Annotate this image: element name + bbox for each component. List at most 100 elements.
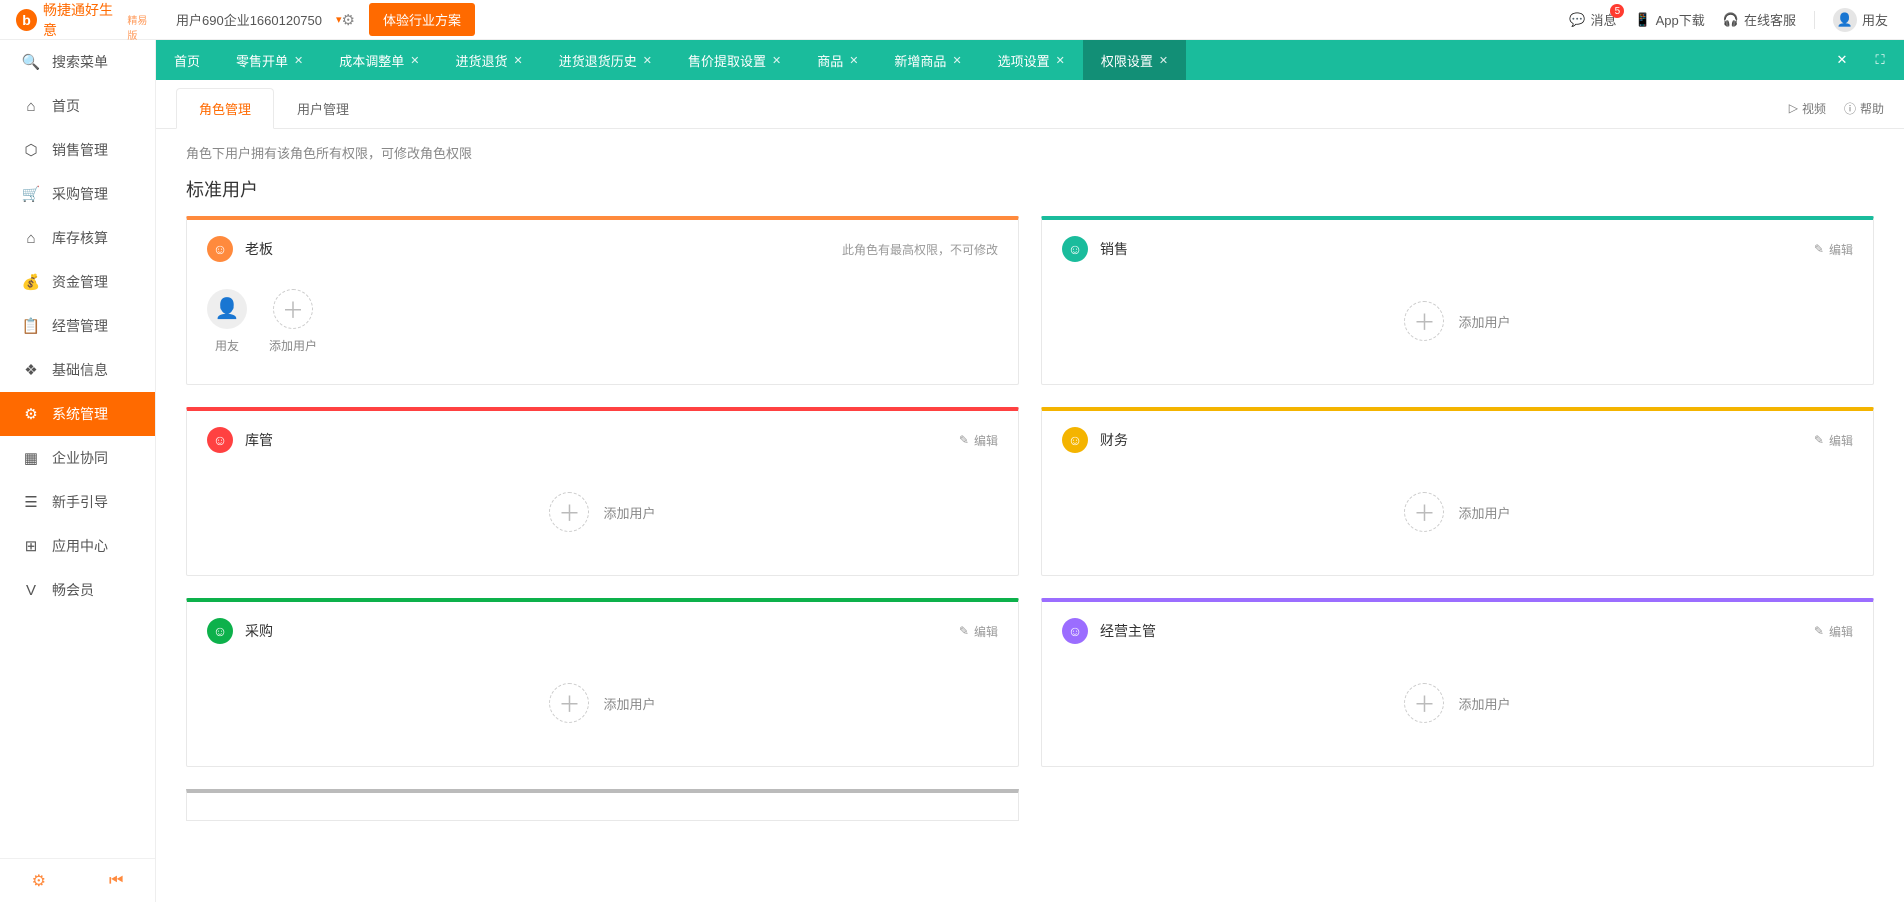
tab-7[interactable]: 新增商品✕	[876, 40, 979, 80]
add-user-label: 添加用户	[269, 337, 317, 354]
edit-role-button[interactable]: ✎编辑	[1814, 241, 1853, 258]
sidebar-item-0[interactable]: 🔍搜索菜单	[0, 40, 155, 84]
settings-icon[interactable]: ⚙	[32, 871, 46, 891]
edit-role-button[interactable]: ✎编辑	[959, 432, 998, 449]
role-card-3: ☺财务✎编辑 ＋添加用户	[1041, 407, 1874, 576]
role-card-5: ☺ 经营主管 ✎编辑 ＋添加用户	[1041, 598, 1874, 767]
role-name: 老板	[245, 239, 273, 259]
sidebar-item-label: 新手引导	[52, 492, 108, 512]
subtab-row: 角色管理用户管理 ▷视频 ⓘ帮助	[156, 80, 1904, 129]
sidebar-item-label: 畅会员	[52, 580, 94, 600]
section-title: 标准用户	[156, 168, 1904, 216]
tab-3[interactable]: 进货退货 ✕	[437, 40, 540, 80]
close-tab-icon[interactable]: ✕	[514, 54, 523, 67]
edit-role-button[interactable]: ✎编辑	[1814, 623, 1853, 640]
tab-label: 权限设置	[1101, 51, 1153, 70]
close-tab-icon[interactable]: ✕	[294, 54, 303, 67]
close-tab-icon[interactable]: ✕	[1159, 54, 1168, 67]
app-download-button[interactable]: 📱 App下载	[1634, 10, 1704, 29]
sidebar-item-3[interactable]: 🛒采购管理	[0, 172, 155, 216]
tab-label: 成本调整单	[339, 51, 404, 70]
online-service-button[interactable]: 🎧 在线客服	[1723, 10, 1796, 29]
add-user-button[interactable]: ＋添加用户	[549, 492, 655, 532]
messages-button[interactable]: 💬 消息 5	[1569, 10, 1616, 29]
avatar-icon: 👤	[1833, 8, 1857, 32]
sidebar-item-4[interactable]: ⌂库存核算	[0, 216, 155, 260]
close-all-tabs-button[interactable]: ✕	[1828, 46, 1856, 74]
role-name: 经营主管	[1100, 621, 1156, 641]
tab-2[interactable]: 成本调整单 ✕	[321, 40, 437, 80]
help-link[interactable]: ⓘ帮助	[1844, 100, 1884, 117]
logo[interactable]: b 畅捷通好生意 精易版	[16, 0, 156, 42]
guide-icon: ☰	[22, 493, 40, 511]
sidebar-item-5[interactable]: 💰资金管理	[0, 260, 155, 304]
fullscreen-button[interactable]: ⛶	[1866, 46, 1894, 74]
sidebar-item-9[interactable]: ▦企业协同	[0, 436, 155, 480]
add-user-button[interactable]: ＋添加用户	[549, 683, 655, 723]
edit-role-button[interactable]: ✎编辑	[959, 623, 998, 640]
tab-5[interactable]: 售价提取设置✕	[670, 40, 799, 80]
add-user-button[interactable]: ＋添加用户	[1404, 683, 1510, 723]
video-link[interactable]: ▷视频	[1789, 100, 1826, 117]
user-slot[interactable]: 👤用友	[207, 289, 247, 354]
role-icon: ☺	[1062, 618, 1088, 644]
messages-badge: 5	[1610, 4, 1624, 18]
tab-label: 进货退货	[455, 51, 507, 70]
close-tab-icon[interactable]: ✕	[772, 54, 781, 67]
top-header: b 畅捷通好生意 精易版 用户690企业1660120750 ▾ ⚙ 体验行业方…	[0, 0, 1904, 40]
role-description: 角色下用户拥有该角色所有权限，可修改角色权限	[156, 129, 1904, 168]
close-tab-icon[interactable]: ✕	[849, 54, 858, 67]
edit-icon: ✎	[1814, 433, 1824, 447]
money-icon: 💰	[22, 273, 40, 291]
close-tab-icon[interactable]: ✕	[952, 54, 961, 67]
sidebar-item-10[interactable]: ☰ 新手引导	[0, 480, 155, 524]
tab-6[interactable]: 商品✕	[799, 40, 876, 80]
close-tab-icon[interactable]: ✕	[410, 54, 419, 67]
subtab-1[interactable]: 用户管理	[274, 88, 372, 129]
home-icon: ⌂	[22, 97, 40, 115]
tab-label: 选项设置	[998, 51, 1050, 70]
user-menu[interactable]: 👤 用友	[1833, 8, 1888, 32]
help-icon: ⓘ	[1844, 100, 1856, 117]
sidebar-item-label: 库存核算	[52, 228, 108, 248]
role-note: 此角色有最高权限，不可修改	[842, 241, 998, 258]
sidebar-item-label: 销售管理	[52, 140, 108, 160]
content-area: 角色管理用户管理 ▷视频 ⓘ帮助 角色下用户拥有该角色所有权限，可修改角色权限 …	[156, 80, 1904, 902]
edit-role-button[interactable]: ✎编辑	[1814, 432, 1853, 449]
collapse-sidebar-icon[interactable]: ⏮	[109, 872, 123, 890]
role-icon: ☺	[207, 427, 233, 453]
user-avatar-icon: 👤	[207, 289, 247, 329]
cart-icon: 🛒	[22, 185, 40, 203]
sidebar-item-6[interactable]: 📋经营管理	[0, 304, 155, 348]
add-user-label: 添加用户	[1458, 503, 1510, 522]
sidebar-item-7[interactable]: ❖基础信息	[0, 348, 155, 392]
sidebar-item-8[interactable]: ⚙系统管理	[0, 392, 155, 436]
subtab-0[interactable]: 角色管理	[176, 88, 274, 129]
role-icon: ☺	[1062, 236, 1088, 262]
tenant-selector[interactable]: 用户690企业1660120750 ▾	[176, 10, 342, 29]
sidebar-item-2[interactable]: ⬡销售管理	[0, 128, 155, 172]
logo-text: 畅捷通好生意	[43, 0, 123, 40]
tab-9[interactable]: 权限设置 ✕	[1083, 40, 1186, 80]
role-card-body: ＋添加用户	[1042, 656, 1873, 766]
role-card-header: ☺财务✎编辑	[1042, 411, 1873, 465]
close-tab-icon[interactable]: ✕	[643, 54, 652, 67]
tab-label: 零售开单	[236, 51, 288, 70]
add-user-button[interactable]: ＋添加用户	[269, 289, 317, 354]
tab-1[interactable]: 零售开单 ✕	[218, 40, 321, 80]
industry-solution-button[interactable]: 体验行业方案	[369, 3, 475, 36]
close-tab-icon[interactable]: ✕	[1056, 54, 1065, 67]
sidebar-item-12[interactable]: V畅会员	[0, 568, 155, 612]
tab-8[interactable]: 选项设置 ✕	[980, 40, 1083, 80]
add-user-button[interactable]: ＋添加用户	[1404, 301, 1510, 341]
tab-label: 进货退货历史	[559, 51, 637, 70]
tab-0[interactable]: 首页	[156, 40, 218, 80]
sidebar-item-1[interactable]: ⌂首页	[0, 84, 155, 128]
sidebar-item-11[interactable]: ⊞应用中心	[0, 524, 155, 568]
tab-4[interactable]: 进货退货历史 ✕	[541, 40, 670, 80]
role-card-header: ☺库管✎编辑	[187, 411, 1018, 465]
settings-gear-icon[interactable]: ⚙	[342, 11, 355, 29]
search-icon: 🔍	[22, 53, 40, 71]
add-user-button[interactable]: ＋添加用户	[1404, 492, 1510, 532]
role-icon: ☺	[1062, 427, 1088, 453]
